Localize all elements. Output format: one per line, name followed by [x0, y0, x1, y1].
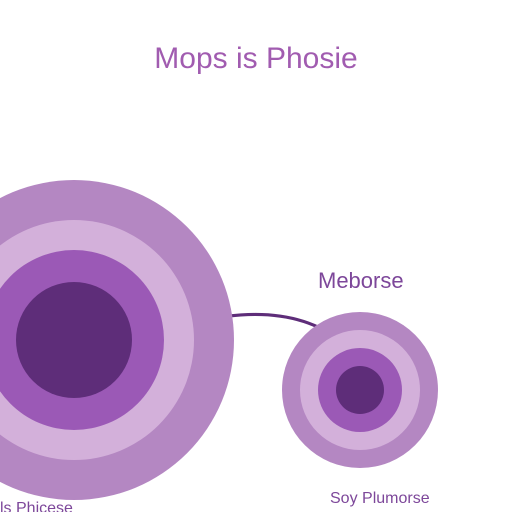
label-meborse: Meborse — [318, 268, 404, 294]
label-phicese: ls Phicese — [0, 500, 73, 512]
label-plumorse: Soy Plumorse — [330, 490, 430, 508]
big-cell-core — [16, 282, 132, 398]
diagram-canvas: Mops is Phosie Meborse ls Phicese Soy Pl… — [0, 0, 512, 512]
diagram-title: Mops is Phosie — [0, 42, 512, 76]
small-cell-core — [336, 366, 384, 414]
